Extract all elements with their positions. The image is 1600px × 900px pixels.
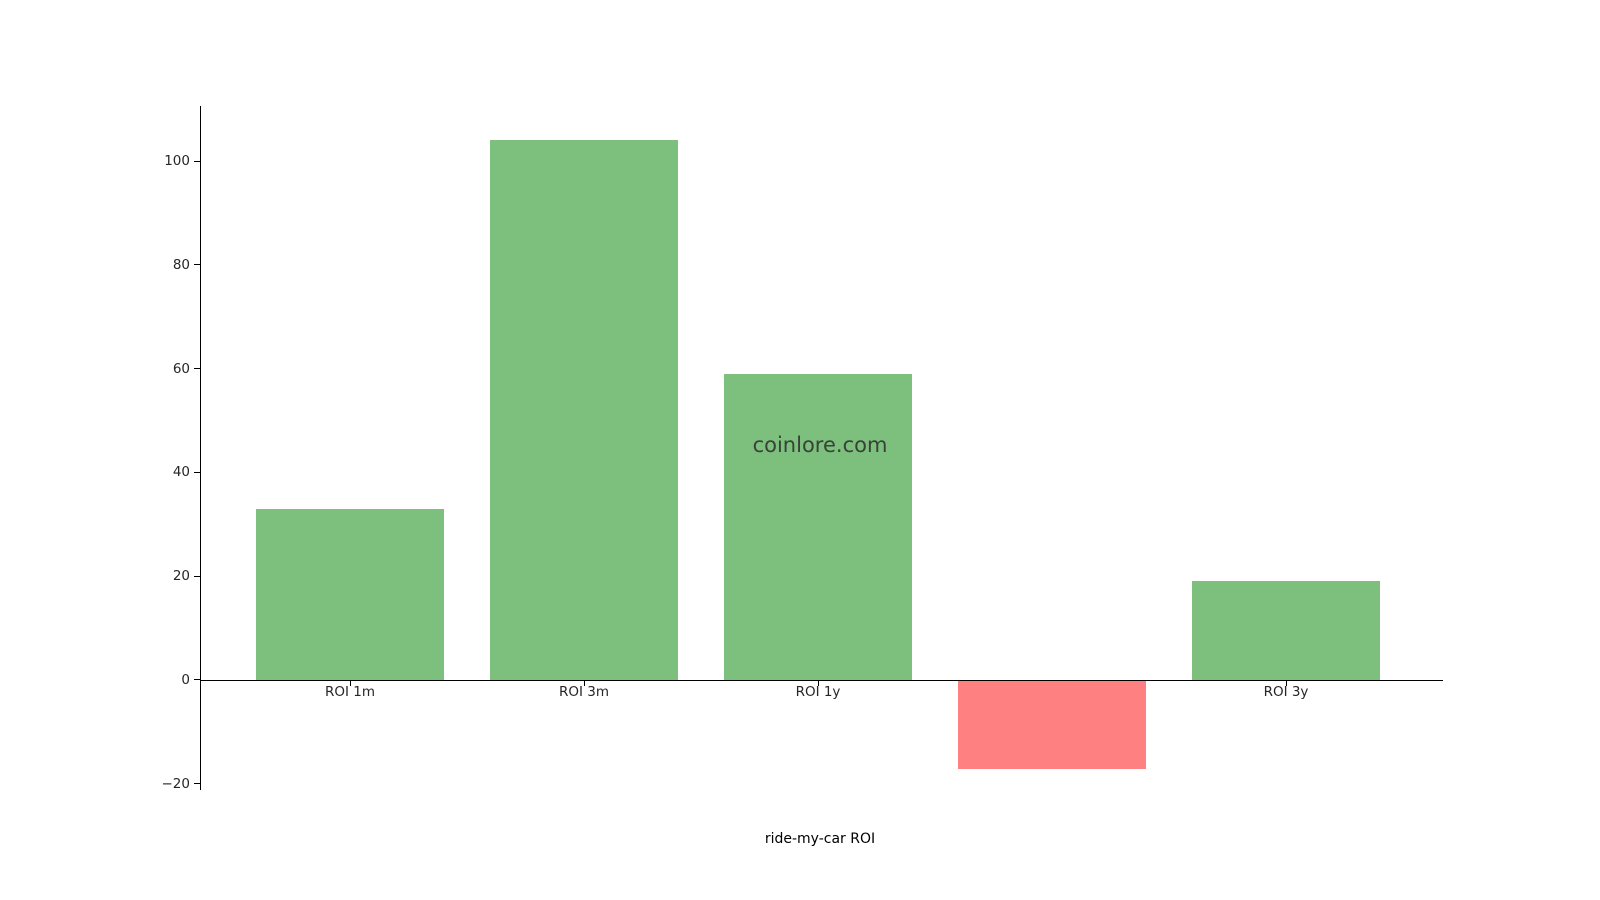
y-tick-mark	[194, 471, 200, 473]
y-tick-label: 80	[172, 256, 190, 273]
watermark-text: coinlore.com	[752, 433, 888, 457]
y-tick-mark	[194, 160, 200, 162]
y-tick-label: 40	[172, 464, 190, 481]
x-tick-mark	[584, 679, 585, 686]
x-tick-label: ROI 1y	[795, 683, 841, 700]
y-tick-mark	[194, 783, 200, 785]
y-axis-line	[200, 106, 201, 790]
x-tick-mark	[818, 679, 819, 686]
y-tick-mark	[194, 264, 200, 266]
y-tick-mark	[194, 368, 200, 370]
bar-roi-1y	[724, 373, 912, 680]
y-tick-label: 20	[172, 568, 190, 585]
bar-unlabeled-4	[958, 680, 1146, 770]
y-tick-label: −20	[161, 775, 191, 792]
x-tick-mark	[350, 679, 351, 686]
x-axis-title: ride-my-car ROI	[764, 831, 876, 847]
x-tick-label: ROI 3m	[558, 683, 610, 700]
x-tick-label: ROI 1m	[324, 683, 376, 700]
y-tick-mark	[194, 575, 200, 577]
x-tick-mark	[1286, 679, 1287, 686]
y-tick-mark	[194, 679, 200, 681]
bar-roi-3y	[1192, 581, 1380, 680]
x-axis-zero-line	[200, 680, 1443, 681]
y-tick-label: 0	[181, 671, 190, 688]
y-tick-label: 100	[164, 153, 190, 169]
y-tick-label: 60	[172, 360, 190, 377]
bar-roi-1m	[256, 508, 444, 680]
x-tick-label: ROI 3y	[1263, 683, 1309, 700]
bar-roi-3m	[490, 140, 678, 680]
